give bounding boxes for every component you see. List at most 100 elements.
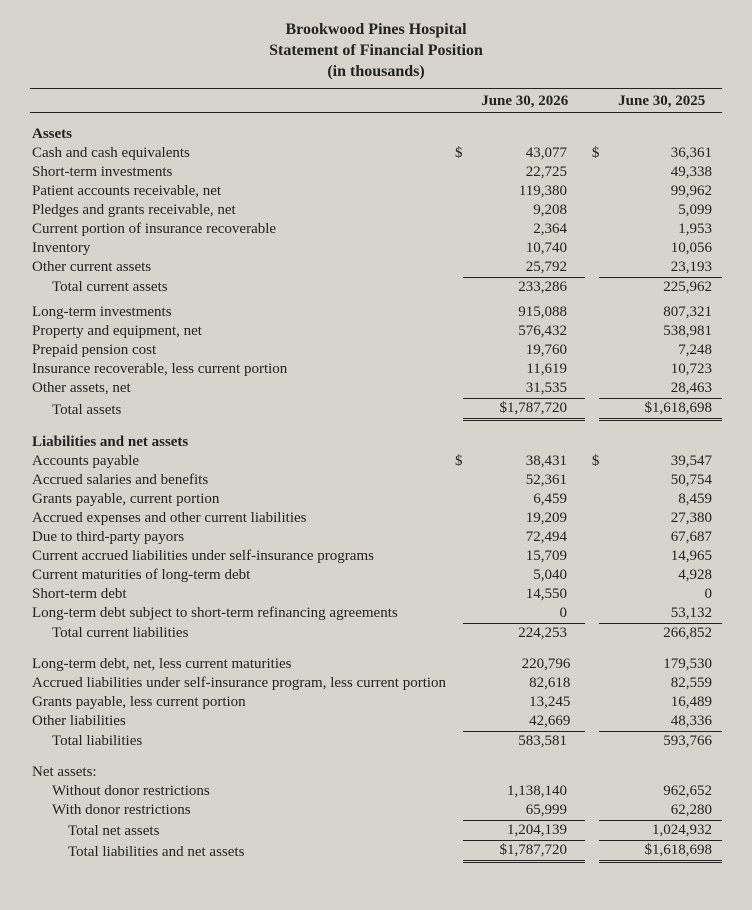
- col-2026: June 30, 2026: [463, 89, 586, 113]
- table-row: Other assets, net31,53528,463: [30, 379, 722, 398]
- value-2026: 38,431: [463, 452, 586, 471]
- row-label: Accrued salaries and benefits: [30, 471, 448, 490]
- value-2026: 82,618: [469, 674, 589, 693]
- value-2026: 19,760: [463, 341, 586, 360]
- table-row: With donor restrictions65,99962,280: [30, 801, 722, 820]
- row-label: Accounts payable: [30, 452, 448, 471]
- value-2026: 13,245: [469, 693, 589, 712]
- row-label: Long-term investments: [30, 303, 448, 322]
- net-assets-heading: Net assets:: [30, 763, 448, 782]
- row-label: Short-term investments: [30, 163, 448, 182]
- value-2025: 10,056: [599, 239, 722, 258]
- total-liabilities-net-assets-row: Total liabilities and net assets $1,787,…: [30, 841, 722, 862]
- long-term-assets-rows: Long-term investments915,088807,321Prope…: [30, 303, 722, 398]
- value-2025: 0: [599, 585, 722, 604]
- value-2025: 962,652: [599, 782, 722, 801]
- value-2025: 1,953: [599, 220, 722, 239]
- row-label: Short-term debt: [30, 585, 448, 604]
- value-2026: 15,709: [463, 547, 586, 566]
- table-row: Property and equipment, net576,432538,98…: [30, 322, 722, 341]
- row-label: Cash and cash equivalents: [30, 144, 448, 163]
- value-2026: 220,796: [469, 655, 589, 674]
- long-term-liabilities-rows: Long-term debt, net, less current maturi…: [30, 655, 722, 731]
- table-row: Current maturities of long-term debt5,04…: [30, 566, 722, 585]
- value-2025: 48,336: [602, 712, 722, 731]
- table-row: Prepaid pension cost19,7607,248: [30, 341, 722, 360]
- row-label: Property and equipment, net: [30, 322, 448, 341]
- value-2025: 5,099: [599, 201, 722, 220]
- financial-table: June 30, 2026 June 30, 2025 Assets: [30, 89, 722, 144]
- value-2025: 39,547: [599, 452, 722, 471]
- table-row: Other current assets25,79223,193: [30, 258, 722, 277]
- net-assets-rows: Without donor restrictions 1,138,140 962,6…: [30, 782, 722, 820]
- value-2026: 9,208: [463, 201, 586, 220]
- header-line-3: (in thousands): [30, 62, 722, 83]
- value-2026: 0: [463, 604, 586, 623]
- row-label: Grants payable, current portion: [30, 490, 448, 509]
- value-2025: 28,463: [599, 379, 722, 398]
- row-label: Current portion of insurance recoverable: [30, 220, 448, 239]
- value-2025: 807,321: [599, 303, 722, 322]
- value-2026: 52,361: [463, 471, 586, 490]
- value-2025: 82,559: [602, 674, 722, 693]
- header-line-2: Statement of Financial Position: [30, 41, 722, 62]
- value-2026: 1,138,140: [463, 782, 586, 801]
- table-row: Accrued expenses and other current liabi…: [30, 509, 722, 528]
- table-row: Other liabilities 42,669 48,336: [30, 712, 722, 731]
- assets-heading: Assets: [30, 125, 448, 144]
- value-2025: 23,193: [599, 258, 722, 277]
- table-row: Accrued liabilities under self-insurance…: [30, 674, 722, 693]
- row-label: Grants payable, less current portion: [30, 693, 455, 712]
- table-row: Short-term debt 14,550 0: [30, 585, 722, 604]
- value-2025: 67,687: [599, 528, 722, 547]
- table-row: Cash and cash equivalents$43,077$36,361: [30, 144, 722, 163]
- liabilities-heading: Liabilities and net assets: [30, 433, 448, 452]
- total-net-assets-row: Total net assets 1,204,139 1,024,932: [30, 821, 722, 841]
- statement-header: Brookwood Pines Hospital Statement of Fi…: [30, 20, 722, 82]
- value-2026: 19,209: [463, 509, 586, 528]
- value-2026: 119,380: [463, 182, 586, 201]
- total-liabilities-row: Total liabilities 583,581 593,766: [30, 732, 722, 752]
- header-line-1: Brookwood Pines Hospital: [30, 20, 722, 41]
- total-current-liabilities-row: Total current liabilities 224,253 266,85…: [30, 624, 722, 644]
- value-2026: 65,999: [463, 801, 586, 820]
- value-2025: 99,962: [599, 182, 722, 201]
- table-row: Long-term investments 915,088 807,321: [30, 303, 722, 322]
- value-2025: 4,928: [599, 566, 722, 585]
- value-2026: 915,088: [463, 303, 586, 322]
- table-row: Grants payable, current portion6,4598,45…: [30, 490, 722, 509]
- value-2026: 14,550: [463, 585, 586, 604]
- table-row: Current accrued liabilities under self-i…: [30, 547, 722, 566]
- row-label: With donor restrictions: [30, 801, 448, 820]
- value-2025: 49,338: [599, 163, 722, 182]
- row-label: Due to third-party payors: [30, 528, 448, 547]
- table-row: Pledges and grants receivable, net9,2085…: [30, 201, 722, 220]
- row-label: Other liabilities: [30, 712, 455, 731]
- row-label: Long-term debt, net, less current maturi…: [30, 655, 455, 674]
- value-2026: 11,619: [463, 360, 586, 379]
- table-row: Long-term debt, net, less current maturi…: [30, 655, 722, 674]
- value-2025: 50,754: [599, 471, 722, 490]
- value-2026: 31,535: [463, 379, 586, 398]
- total-assets-row: Total assets $1,787,720 $1,618,698: [30, 399, 722, 420]
- value-2026: 25,792: [463, 258, 586, 277]
- row-label: Accrued liabilities under self-insurance…: [30, 674, 455, 693]
- table-row: Due to third-party payors72,49467,687: [30, 528, 722, 547]
- value-2025: 8,459: [599, 490, 722, 509]
- value-2025: 53,132: [599, 604, 722, 623]
- row-label: Accrued expenses and other current liabi…: [30, 509, 448, 528]
- current-liabilities-rows: Accounts payable$38,431$39,547Accrued sa…: [30, 452, 722, 623]
- column-headers: June 30, 2026 June 30, 2025: [30, 89, 722, 113]
- value-2026: 2,364: [463, 220, 586, 239]
- col-2025: June 30, 2025: [599, 89, 722, 113]
- table-row: Patient accounts receivable, net 119,380 9…: [30, 182, 722, 201]
- value-2026: 43,077: [463, 144, 586, 163]
- row-label: Patient accounts receivable, net: [30, 182, 448, 201]
- table-row: Without donor restrictions 1,138,140 962,6…: [30, 782, 722, 801]
- row-label: Insurance recoverable, less current port…: [30, 360, 448, 379]
- row-label: Inventory: [30, 239, 448, 258]
- row-label: Without donor restrictions: [30, 782, 448, 801]
- row-label: Prepaid pension cost: [30, 341, 448, 360]
- value-2026: 42,669: [469, 712, 589, 731]
- table-row: Insurance recoverable, less current port…: [30, 360, 722, 379]
